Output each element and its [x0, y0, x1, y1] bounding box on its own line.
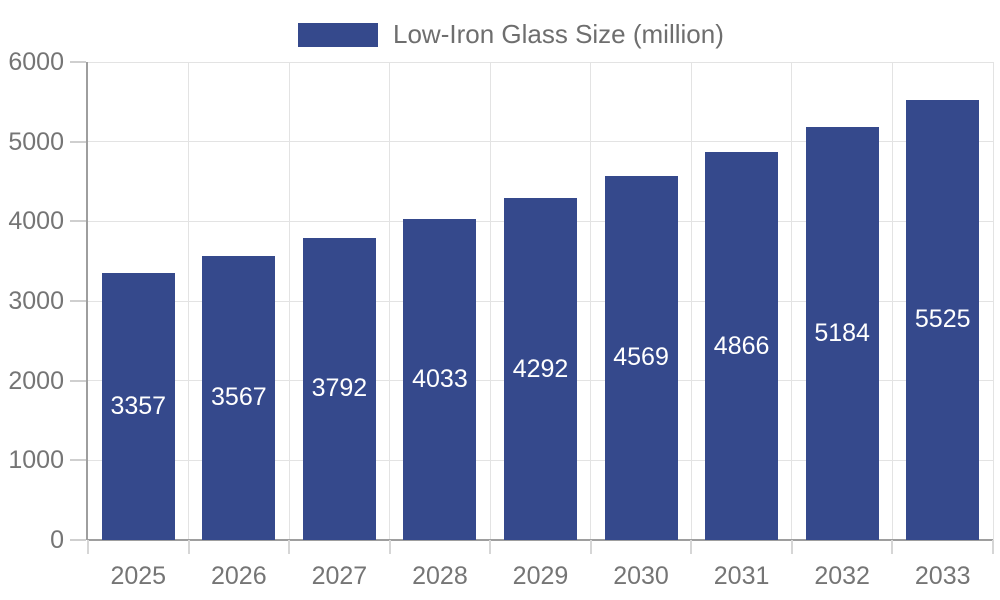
y-tick-mark — [70, 539, 86, 541]
v-gridline — [188, 62, 190, 540]
v-gridline — [891, 62, 893, 540]
v-gridline — [389, 62, 391, 540]
bar-2027[interactable]: 3792 — [302, 237, 376, 540]
legend[interactable]: Low-Iron Glass Size (million) — [298, 19, 724, 50]
v-gridline — [690, 62, 692, 540]
y-tick-mark — [70, 459, 86, 462]
y-tick-label: 6000 — [8, 48, 64, 76]
v-gridline — [590, 62, 592, 540]
bar-value-label: 4866 — [713, 331, 770, 360]
y-tick-label: 2000 — [8, 366, 64, 395]
x-tick-label: 2025 — [110, 562, 167, 590]
x-tick-label: 2033 — [914, 562, 971, 590]
v-gridline — [489, 62, 491, 540]
y-tick-label: 0 — [50, 526, 64, 554]
x-tick-mark — [489, 540, 492, 554]
y-tick-label: 5000 — [8, 127, 64, 156]
legend-label: Low-Iron Glass Size (million) — [393, 19, 724, 49]
legend-swatch — [298, 22, 378, 47]
x-tick-mark — [690, 540, 693, 554]
x-tick-label: 2027 — [311, 562, 368, 590]
bar-2033[interactable]: 5525 — [906, 99, 980, 540]
x-tick-mark — [992, 540, 994, 554]
bar-value-label: 4569 — [613, 343, 669, 372]
y-tick-label: 4000 — [8, 207, 64, 236]
v-gridline — [992, 62, 994, 540]
x-tick-mark — [87, 540, 89, 554]
bar-value-label: 3357 — [110, 391, 167, 420]
y-tick-mark — [70, 379, 86, 382]
bar-2026[interactable]: 3567 — [202, 255, 276, 540]
y-tick-label: 3000 — [8, 287, 64, 315]
bar-2031[interactable]: 4866 — [705, 152, 779, 540]
x-tick-label: 2028 — [412, 562, 468, 590]
bar-2025[interactable]: 3357 — [101, 272, 175, 540]
bar-2030[interactable]: 4569 — [604, 176, 678, 540]
x-tick-label: 2029 — [512, 562, 569, 590]
bar-2032[interactable]: 5184 — [805, 127, 879, 540]
v-gridline — [288, 62, 290, 540]
h-gridline — [88, 141, 993, 143]
y-tick-mark — [70, 140, 86, 143]
bar-value-label: 4292 — [512, 354, 569, 383]
bar-2029[interactable]: 4292 — [504, 198, 577, 540]
x-tick-mark — [790, 540, 793, 554]
y-tick-mark — [70, 61, 86, 63]
bar-value-label: 4033 — [412, 364, 468, 393]
x-tick-mark — [388, 540, 391, 554]
x-tick-mark — [187, 540, 190, 554]
y-axis-line — [86, 62, 88, 540]
v-gridline — [791, 62, 793, 540]
y-tick-mark — [70, 220, 86, 223]
x-tick-mark — [891, 540, 894, 554]
bar-value-label: 5184 — [814, 318, 870, 347]
x-tick-label: 2030 — [613, 562, 669, 590]
bar-value-label: 5525 — [914, 305, 971, 334]
y-tick-label: 1000 — [8, 446, 64, 475]
h-gridline — [88, 61, 993, 63]
x-tick-mark — [589, 540, 592, 554]
x-tick-label: 2031 — [713, 562, 770, 590]
bar-value-label: 3792 — [311, 374, 368, 403]
x-tick-mark — [288, 540, 291, 554]
x-axis-line — [88, 539, 993, 541]
x-tick-label: 2032 — [814, 562, 870, 590]
bar-2028[interactable]: 4033 — [403, 218, 477, 540]
bar-value-label: 3567 — [211, 383, 267, 412]
x-tick-label: 2026 — [211, 562, 267, 590]
y-tick-mark — [70, 300, 86, 302]
